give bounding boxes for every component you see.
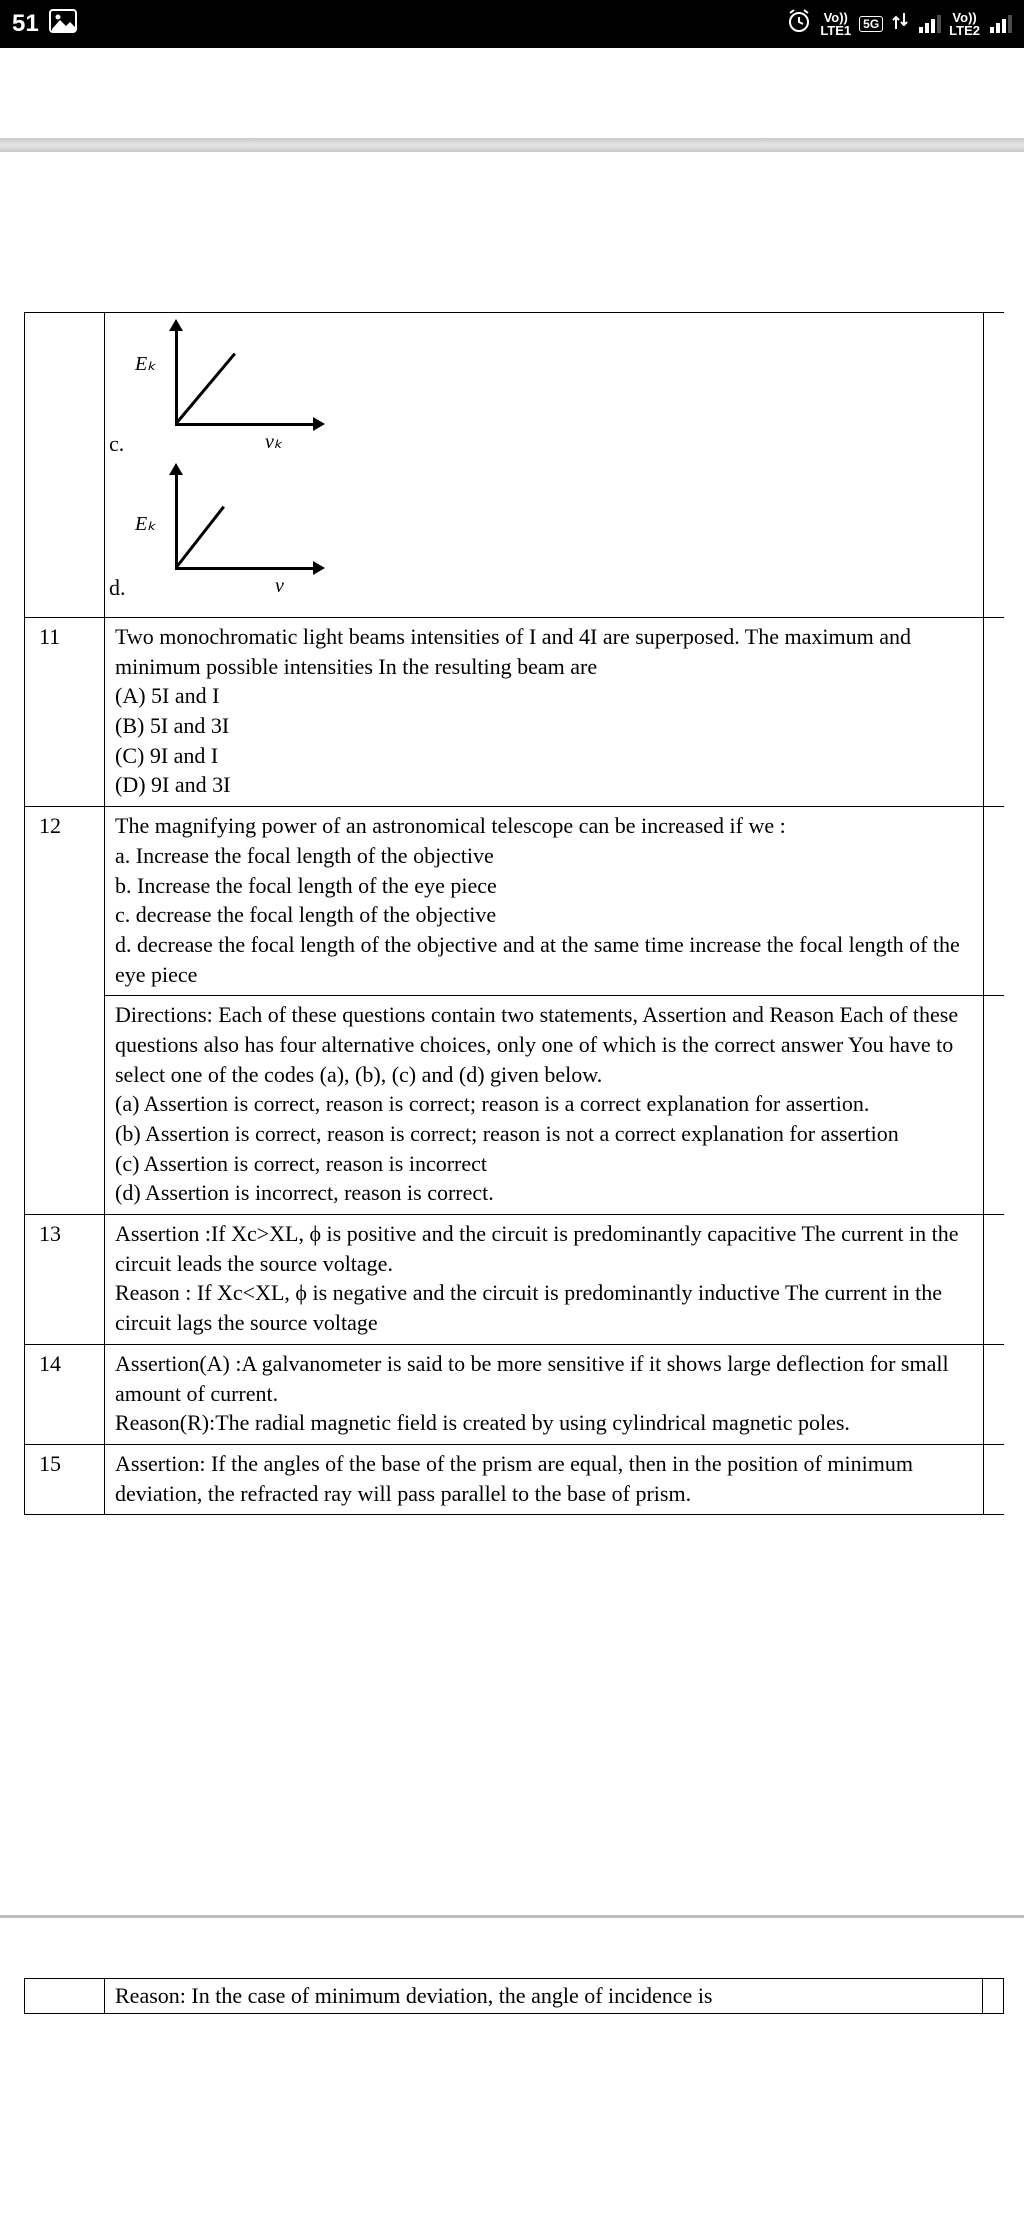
directions-body: Directions: Each of these questions cont… bbox=[105, 996, 984, 1215]
bottom-table: Reason: In the case of minimum deviation… bbox=[24, 1978, 1004, 2014]
q12-d: d. decrease the focal length of the obje… bbox=[115, 930, 973, 989]
network-2: Vo)) LTE2 bbox=[949, 11, 980, 37]
q12-b: b. Increase the focal length of the eye … bbox=[115, 871, 973, 901]
q14-mark bbox=[984, 1344, 1005, 1444]
q11-b: (B) 5I and 3I bbox=[115, 711, 973, 741]
alarm-icon bbox=[786, 8, 812, 41]
status-left: 51 bbox=[12, 9, 77, 40]
gallery-icon bbox=[49, 9, 77, 40]
bottom-mark bbox=[983, 1979, 1004, 2014]
diagram-d: Eₖ ν d. bbox=[115, 467, 335, 597]
network-1: Vo)) LTE1 bbox=[820, 11, 851, 37]
bottom-text: Reason: In the case of minimum deviation… bbox=[105, 1979, 983, 2014]
diagram-cell: Eₖ νₖ c. Eₖ ν d. bbox=[105, 313, 984, 618]
row-diag-num bbox=[25, 313, 105, 618]
q15-num: 15 bbox=[25, 1444, 105, 1514]
dia-d-opt: d. bbox=[109, 573, 126, 603]
status-bar: 51 Vo)) LTE1 5G Vo)) LTE2 bbox=[0, 0, 1024, 48]
net2-bot: LTE2 bbox=[949, 24, 980, 37]
bottom-num bbox=[25, 1979, 105, 2014]
q13-body: Assertion :If Xc>XL, ϕ is positive and t… bbox=[105, 1215, 984, 1345]
status-time: 51 bbox=[12, 10, 39, 38]
q12-stem: The magnifying power of an astronomical … bbox=[115, 811, 973, 841]
dia-c-xlabel: νₖ bbox=[265, 429, 282, 456]
updown-icon bbox=[891, 10, 909, 38]
status-right: Vo)) LTE1 5G Vo)) LTE2 bbox=[786, 8, 1012, 41]
divider-bottom bbox=[0, 1915, 1024, 1918]
directions-d: (d) Assertion is incorrect, reason is co… bbox=[115, 1178, 973, 1208]
row-diag-mark bbox=[984, 313, 1005, 618]
fiveg-badge: 5G bbox=[859, 16, 883, 32]
dia-c-opt: c. bbox=[109, 429, 124, 459]
q14-num: 14 bbox=[25, 1344, 105, 1444]
q11-num: 11 bbox=[25, 618, 105, 807]
net1-bot: LTE1 bbox=[820, 24, 851, 37]
q15-body: Assertion: If the angles of the base of … bbox=[105, 1444, 984, 1514]
page-content: Eₖ νₖ c. Eₖ ν d. 11 Two monochromatic li… bbox=[0, 312, 1024, 1515]
bottom-fragment: Reason: In the case of minimum deviation… bbox=[0, 1978, 1024, 2014]
directions-p1: Directions: Each of these questions cont… bbox=[115, 1000, 973, 1089]
signal-1-icon bbox=[919, 15, 941, 33]
q14-body: Assertion(A) :A galvanometer is said to … bbox=[105, 1344, 984, 1444]
dia-d-ylabel: Eₖ bbox=[135, 511, 156, 538]
q15-mark bbox=[984, 1444, 1005, 1514]
diagram-c: Eₖ νₖ c. bbox=[115, 323, 335, 453]
q12-mark bbox=[984, 807, 1005, 996]
q12-c: c. decrease the focal length of the obje… bbox=[115, 900, 973, 930]
q11-d: (D) 9I and 3I bbox=[115, 770, 973, 800]
question-table: Eₖ νₖ c. Eₖ ν d. 11 Two monochromatic li… bbox=[24, 312, 1004, 1515]
q11-stem: Two monochromatic light beams intensitie… bbox=[115, 622, 973, 681]
q11-body: Two monochromatic light beams intensitie… bbox=[105, 618, 984, 807]
dia-c-ylabel: Eₖ bbox=[135, 351, 156, 378]
q13-num: 13 bbox=[25, 1215, 105, 1345]
q11-c: (C) 9I and I bbox=[115, 741, 973, 771]
divider-top bbox=[0, 138, 1024, 152]
signal-2-icon bbox=[990, 15, 1012, 33]
q11-a: (A) 5I and I bbox=[115, 681, 973, 711]
directions-mark bbox=[984, 996, 1005, 1215]
directions-c: (c) Assertion is correct, reason is inco… bbox=[115, 1149, 973, 1179]
dia-d-xlabel: ν bbox=[275, 573, 284, 600]
directions-a: (a) Assertion is correct, reason is corr… bbox=[115, 1089, 973, 1119]
q12-body: The magnifying power of an astronomical … bbox=[105, 807, 984, 996]
q13-mark bbox=[984, 1215, 1005, 1345]
q12-num: 12 bbox=[25, 807, 105, 1215]
q12-a: a. Increase the focal length of the obje… bbox=[115, 841, 973, 871]
q11-mark bbox=[984, 618, 1005, 807]
directions-b: (b) Assertion is correct, reason is corr… bbox=[115, 1119, 973, 1149]
